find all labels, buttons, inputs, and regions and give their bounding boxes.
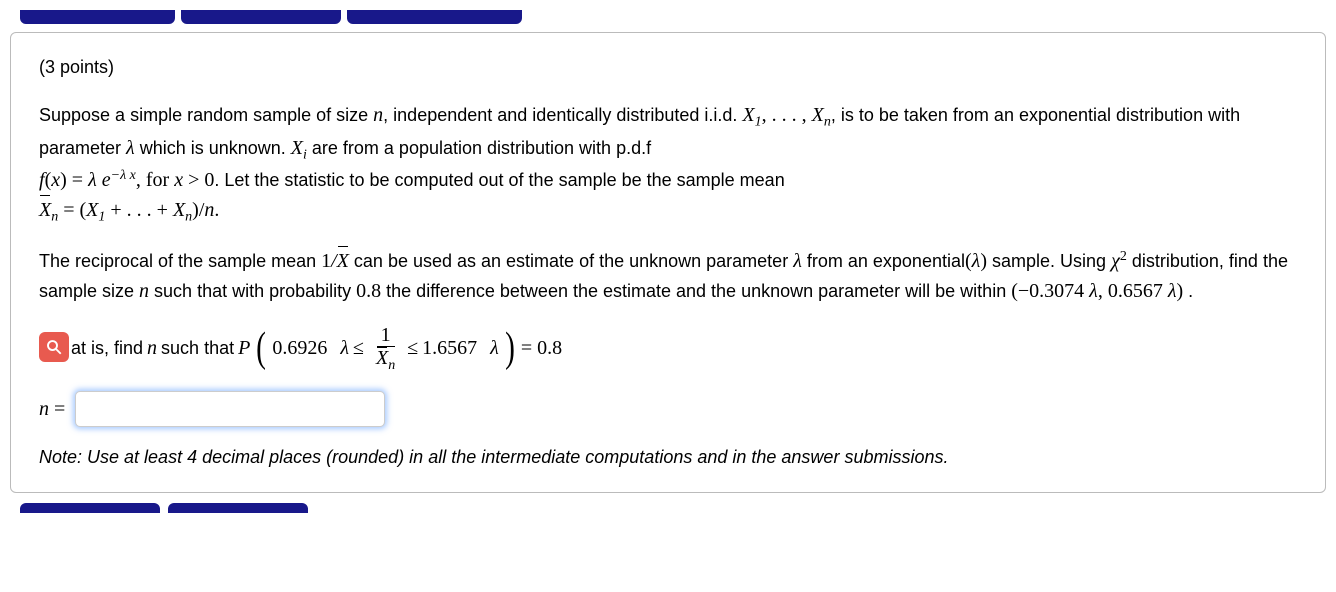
big-open-paren: ( — [256, 332, 266, 366]
lambda5: λ — [1168, 280, 1177, 302]
chi: χ — [1111, 250, 1120, 272]
text: . — [1183, 281, 1193, 301]
x2: x — [174, 169, 183, 191]
ub: 1.6567 — [422, 333, 477, 363]
text: sample. Using — [987, 251, 1111, 271]
text: . Let the statistic to be computed out o… — [214, 170, 784, 190]
lambda7: λ — [490, 333, 499, 363]
sub-1: 1 — [755, 115, 762, 130]
e: e — [102, 169, 111, 191]
exp: −λ x — [111, 168, 136, 183]
lambda2: λ — [793, 250, 802, 272]
search-icon[interactable] — [39, 332, 69, 362]
numerator: 1 — [377, 324, 395, 347]
answer-row: n = — [39, 391, 1297, 427]
text: , independent and identically distribute… — [383, 105, 742, 125]
big-close-paren: ) — [505, 332, 515, 366]
n3: n — [139, 280, 149, 302]
that-is-line: at is, find n such that P ( 0.6926 λ ≤ 1… — [39, 324, 1297, 373]
intopen: (− — [1011, 280, 1029, 302]
lambda6: λ — [340, 333, 349, 363]
top-button-1[interactable] — [20, 10, 175, 24]
question-container: (3 points) Suppose a simple random sampl… — [10, 32, 1326, 493]
dots: , . . . , — [762, 104, 812, 126]
bottom-button-2[interactable] — [168, 503, 308, 513]
comma: , — [1098, 280, 1108, 302]
var-Xi: X — [291, 137, 303, 159]
var-X1: X — [742, 104, 754, 126]
cp: ) — [980, 250, 987, 272]
text: The reciprocal of the sample mean — [39, 251, 321, 271]
gt: > — [183, 169, 204, 191]
prob: 0.8 — [356, 280, 381, 302]
fraction: 1 Xn — [372, 324, 399, 373]
text: which is unknown. — [135, 138, 291, 158]
op: ( — [965, 250, 972, 272]
lb: 0.6926 — [272, 333, 327, 363]
text: Suppose a simple random sample of size — [39, 105, 373, 125]
paragraph-1: Suppose a simple random sample of size n… — [39, 100, 1297, 228]
n2: n — [204, 199, 214, 221]
text: such that with probability — [149, 281, 356, 301]
close-paren: ) — [60, 169, 67, 191]
X1b: X — [86, 199, 98, 221]
text: the difference between the estimate and … — [381, 281, 1011, 301]
that-is: at is, find — [71, 335, 143, 362]
for: , for — [136, 169, 174, 191]
Xbar: X — [39, 195, 51, 225]
bottom-button-1[interactable] — [20, 503, 160, 513]
lambda: λ — [88, 169, 97, 191]
P: P — [238, 333, 250, 363]
text: from an exponential — [802, 251, 965, 271]
n-answer-input[interactable] — [75, 391, 385, 427]
overn: )/ — [192, 199, 204, 221]
plusdots: + . . . + — [105, 199, 173, 221]
var-n: n — [373, 104, 383, 126]
denominator: Xn — [372, 347, 399, 373]
paragraph-2: The reciprocal of the sample mean 1/X ca… — [39, 246, 1297, 306]
Xbar2: X — [337, 246, 349, 276]
x: x — [51, 169, 60, 191]
n4: n — [147, 333, 157, 363]
top-button-row — [10, 10, 1326, 24]
bottom-button-row — [10, 503, 1326, 513]
text: are from a population distribution with … — [307, 138, 651, 158]
zero: 0 — [204, 169, 214, 191]
n-equals-label: n = — [39, 398, 65, 421]
v1: 0.3074 — [1029, 280, 1084, 302]
top-button-3[interactable] — [347, 10, 522, 24]
such-that: such that — [161, 335, 234, 362]
points-label: (3 points) — [39, 57, 1297, 78]
Xnb: X — [173, 199, 185, 221]
eq2: = ( — [58, 199, 86, 221]
var-Xn: X — [812, 104, 824, 126]
sub-n: n — [824, 115, 831, 130]
lambda4: λ — [1089, 280, 1098, 302]
leq1: ≤ — [353, 333, 364, 363]
two: 2 — [1120, 249, 1127, 264]
var-lambda: λ — [126, 137, 135, 159]
top-button-2[interactable] — [181, 10, 341, 24]
text: can be used as an estimate of the unknow… — [349, 251, 793, 271]
note-text: Note: Use at least 4 decimal places (rou… — [39, 447, 1297, 468]
period: . — [214, 199, 219, 221]
eq08: = 0.8 — [521, 333, 562, 363]
one: 1 — [321, 250, 331, 272]
eq: = — [67, 169, 88, 191]
leq2: ≤ — [407, 333, 418, 363]
v2: 0.6567 — [1108, 280, 1163, 302]
